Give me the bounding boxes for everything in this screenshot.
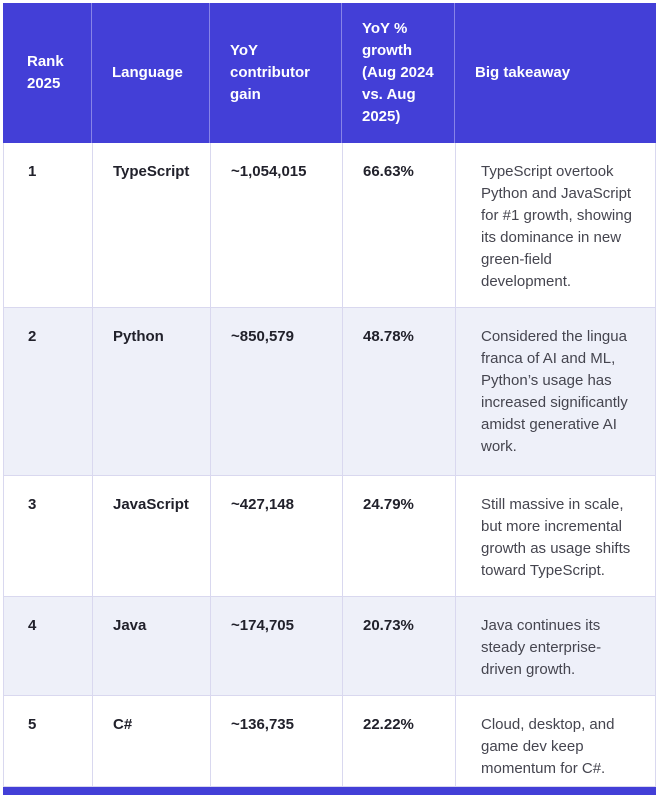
takeaway-cell: Considered the lingua franca of AI and M… [481, 328, 628, 455]
language-cell: TypeScript [93, 143, 211, 307]
col-header-growth: YoY % growth (Aug 2024 vs. Aug 2025) [342, 3, 455, 143]
language-cell: JavaScript [93, 476, 211, 596]
table-row: 3 JavaScript ~427,148 24.79% Still massi… [4, 475, 655, 596]
growth-cell: 24.79% [343, 476, 456, 596]
rank-cell: 1 [4, 143, 93, 307]
language-cell: Java [93, 597, 211, 695]
table-body: 1 TypeScript ~1,054,015 66.63% TypeScrip… [3, 143, 656, 787]
rank-cell: 4 [4, 597, 93, 695]
table-row: 1 TypeScript ~1,054,015 66.63% TypeScrip… [4, 143, 655, 307]
table-row: 2 Python ~850,579 48.78% Considered the … [4, 307, 655, 475]
takeaway-cell: TypeScript overtook Python and JavaScrip… [481, 163, 632, 290]
gain-cell: ~174,705 [211, 597, 343, 695]
rank-cell: 5 [4, 696, 93, 786]
growth-cell: 22.22% [343, 696, 456, 786]
gain-cell: ~427,148 [211, 476, 343, 596]
col-header-rank: Rank 2025 [3, 3, 92, 143]
gain-cell: ~136,735 [211, 696, 343, 786]
language-cell: C# [93, 696, 211, 786]
rank-cell: 2 [4, 308, 93, 475]
table-row: 4 Java ~174,705 20.73% Java continues it… [4, 596, 655, 695]
gain-cell: ~1,054,015 [211, 143, 343, 307]
takeaway-cell: Java continues its steady enterprise- dr… [481, 617, 602, 678]
growth-cell: 20.73% [343, 597, 456, 695]
col-header-gain: YoY contributor gain [210, 3, 342, 143]
col-header-language: Language [92, 3, 210, 143]
rank-cell: 3 [4, 476, 93, 596]
growth-cell: 48.78% [343, 308, 456, 475]
growth-cell: 66.63% [343, 143, 456, 307]
table-row: 5 C# ~136,735 22.22% Cloud, desktop, and… [4, 695, 655, 786]
takeaway-cell: Still massive in scale, but more increme… [481, 496, 631, 579]
language-cell: Python [93, 308, 211, 475]
bottom-accent-bar [3, 787, 656, 795]
gain-cell: ~850,579 [211, 308, 343, 475]
col-header-takeaway: Big takeaway [475, 64, 571, 81]
language-growth-table: Rank 2025 Language YoY contributor gain … [3, 3, 656, 787]
table-header-row: Rank 2025 Language YoY contributor gain … [3, 3, 656, 143]
takeaway-cell: Cloud, desktop, and game dev keep moment… [481, 716, 615, 777]
